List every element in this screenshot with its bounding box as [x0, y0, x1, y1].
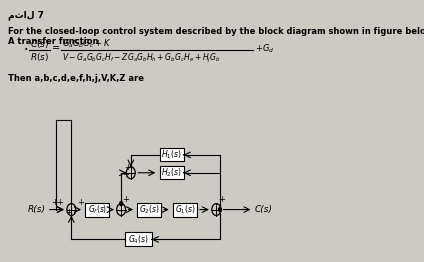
Bar	[173, 203, 197, 217]
Text: C(s): C(s)	[255, 205, 273, 214]
Text: $R(s)$: $R(s)$	[30, 51, 49, 63]
Text: R(s): R(s)	[27, 205, 45, 214]
Text: =: =	[52, 43, 60, 53]
Text: +: +	[124, 163, 131, 172]
Text: $H_2(s)$: $H_2(s)$	[162, 167, 182, 179]
Text: $G_4(s)$: $G_4(s)$	[128, 233, 149, 246]
Bar	[137, 203, 161, 217]
Text: For the closed-loop control system described by the block diagram shown in figur: For the closed-loop control system descr…	[8, 26, 424, 36]
Circle shape	[218, 208, 221, 212]
Text: $G_2(s)$: $G_2(s)$	[139, 203, 160, 216]
Text: $+G_d$: $+G_d$	[255, 42, 274, 55]
Text: +: +	[123, 195, 129, 204]
Text: $G_aG_bG_c+K$: $G_aG_bG_c+K$	[61, 38, 111, 50]
Bar	[86, 203, 109, 217]
Text: $G_1(s)$: $G_1(s)$	[175, 203, 195, 216]
Circle shape	[120, 202, 123, 206]
Text: $G_f(s)$: $G_f(s)$	[88, 203, 107, 216]
Text: +: +	[77, 198, 84, 207]
Text: A transfer function: A transfer function	[8, 36, 99, 46]
Text: +: +	[51, 198, 58, 207]
Text: +: +	[123, 170, 129, 179]
Text: +: +	[56, 198, 63, 207]
Text: $H_1(s)$: $H_1(s)$	[162, 149, 182, 161]
Bar	[160, 148, 184, 161]
Text: مثال 7: مثال 7	[8, 11, 44, 20]
Text: $V-G_aG_bG_cH_f-ZG_aG_bH_h+G_bG_cH_e+H_jG_b$: $V-G_aG_bG_cH_f-ZG_aG_bH_h+G_bG_cH_e+H_j…	[61, 51, 220, 64]
Bar	[160, 166, 184, 179]
Text: $\bullet$: $\bullet$	[23, 45, 28, 51]
Bar	[125, 232, 152, 246]
Text: Then a,b,c,d,e,f,h,j,V,K,Z are: Then a,b,c,d,e,f,h,j,V,K,Z are	[8, 74, 144, 83]
Text: +: +	[65, 208, 72, 217]
Text: +: +	[218, 195, 225, 204]
Text: $C(s)$: $C(s)$	[30, 39, 49, 50]
